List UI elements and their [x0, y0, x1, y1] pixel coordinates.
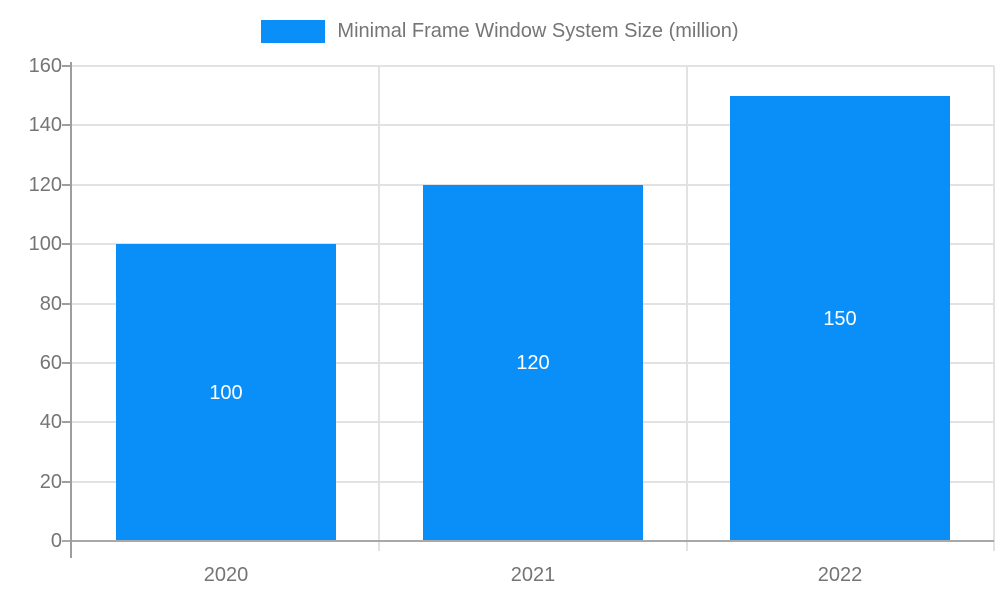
bar-value-label: 120 — [516, 352, 550, 374]
legend-label: Minimal Frame Window System Size (millio… — [337, 20, 739, 42]
legend-swatch — [261, 19, 326, 43]
y-axis-tick — [62, 243, 72, 245]
bar-2022 — [730, 96, 950, 541]
y-axis-tick — [62, 362, 72, 364]
bar-value-label: 150 — [823, 308, 857, 330]
y-axis-tick — [62, 481, 72, 483]
y-axis-tick-label: 140 — [28, 114, 62, 136]
x-axis-tick-label: 2022 — [817, 564, 863, 586]
y-axis-tick — [62, 303, 72, 305]
y-axis-tick — [62, 421, 72, 423]
h-gridline — [72, 65, 994, 67]
v-gridline — [378, 66, 380, 551]
x-axis-line — [62, 540, 994, 542]
bar-2020 — [116, 244, 336, 541]
y-axis-tick-label: 80 — [39, 293, 62, 315]
bar-2021 — [423, 185, 643, 541]
h-gridline — [72, 124, 994, 126]
x-axis-tick-label: 2021 — [510, 564, 556, 586]
y-axis-tick-label: 20 — [39, 471, 62, 493]
v-gridline — [993, 66, 995, 551]
y-axis-tick — [62, 124, 72, 126]
y-axis-line — [70, 62, 72, 558]
y-axis-tick-label: 0 — [50, 530, 62, 552]
y-axis-tick — [62, 65, 72, 67]
y-axis-tick-label: 120 — [28, 174, 62, 196]
y-axis-tick-label: 60 — [39, 352, 62, 374]
chart-legend: Minimal Frame Window System Size (millio… — [0, 8, 1000, 54]
y-axis-tick-label: 100 — [28, 233, 62, 255]
y-axis-tick-label: 40 — [39, 411, 62, 433]
x-axis-tick-label: 2020 — [203, 564, 249, 586]
bar-value-label: 100 — [209, 382, 243, 404]
y-axis-tick-label: 160 — [28, 55, 62, 77]
y-axis-tick — [62, 184, 72, 186]
v-gridline — [686, 66, 688, 551]
